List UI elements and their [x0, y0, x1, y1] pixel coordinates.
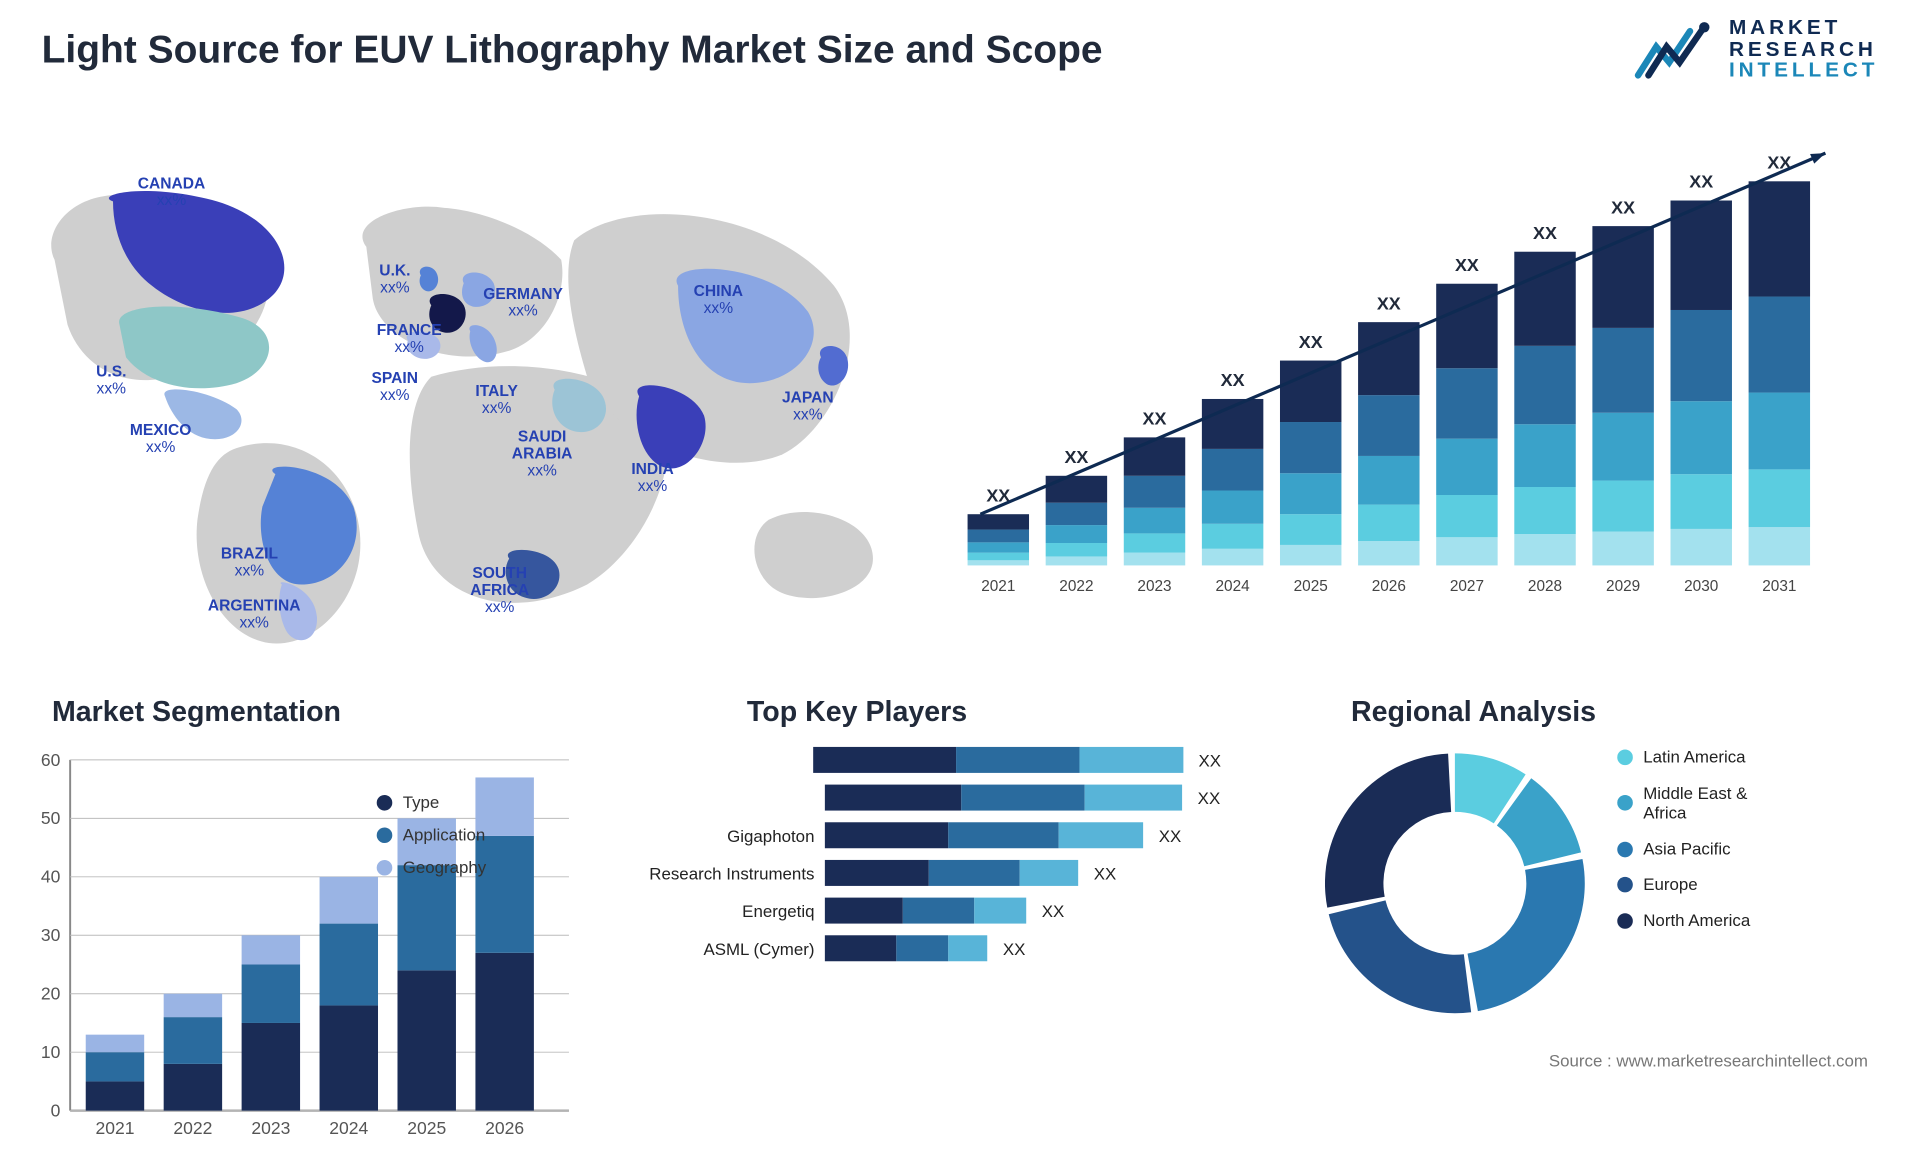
logo-icon [1633, 16, 1716, 86]
logo-line2: RESEARCH [1729, 40, 1878, 62]
growth-chart: XX 2021 XX 2022 XX 2023 XX 2024 XX 2025 XX 2026 XX 20… [955, 143, 1851, 624]
map-label: INDIAxx% [631, 461, 673, 495]
svg-text:2030: 2030 [1684, 578, 1718, 595]
svg-text:2022: 2022 [1059, 578, 1093, 595]
key-players-chart: XXXXGigaphotonXXResearch InstrumentsXXEn… [598, 747, 1222, 1020]
legend-item: Application [377, 825, 487, 844]
key-player-bar [825, 785, 1182, 811]
svg-text:XX: XX [1299, 332, 1323, 352]
key-player-label: Research Instruments [598, 863, 825, 882]
map-label: U.S.xx% [96, 364, 126, 398]
svg-text:2021: 2021 [95, 1118, 134, 1138]
svg-text:2023: 2023 [1137, 578, 1171, 595]
svg-text:2021: 2021 [981, 578, 1015, 595]
key-player-bar [825, 822, 1143, 848]
svg-text:2025: 2025 [407, 1118, 446, 1138]
key-player-label: Energetiq [598, 901, 825, 920]
key-player-value: XX [1199, 750, 1222, 769]
svg-text:2031: 2031 [1762, 578, 1796, 595]
svg-text:2026: 2026 [485, 1118, 524, 1138]
svg-text:2024: 2024 [329, 1118, 368, 1138]
key-player-value: XX [1094, 863, 1117, 882]
key-player-bar [825, 860, 1078, 886]
svg-text:10: 10 [41, 1042, 61, 1062]
page-title: Light Source for EUV Lithography Market … [42, 29, 1103, 73]
svg-text:XX: XX [1143, 409, 1167, 429]
svg-text:2026: 2026 [1372, 578, 1406, 595]
map-label: JAPANxx% [782, 390, 834, 424]
logo-text: MARKET RESEARCH INTELLECT [1729, 18, 1878, 83]
svg-text:40: 40 [41, 867, 61, 887]
svg-text:60: 60 [41, 750, 61, 770]
legend-item: Middle East &Africa [1617, 783, 1750, 824]
key-player-row: ASML (Cymer) XX [598, 935, 1222, 961]
map-label: SPAINxx% [372, 370, 419, 404]
map-label: FRANCExx% [377, 322, 442, 356]
map-label: ARGENTINAxx% [208, 598, 301, 632]
legend-item: North America [1617, 911, 1750, 931]
svg-text:XX: XX [1533, 223, 1557, 243]
map-label: GERMANYxx% [483, 286, 563, 320]
key-player-row: Gigaphoton XX [598, 822, 1222, 848]
regional-legend: Latin America Middle East &Africa Asia Pac… [1617, 747, 1750, 946]
key-player-label: Gigaphoton [598, 826, 825, 845]
map-label: BRAZILxx% [221, 546, 278, 580]
legend-item: Geography [377, 857, 487, 876]
svg-text:20: 20 [41, 984, 61, 1004]
svg-text:XX: XX [1064, 447, 1088, 467]
map-label: U.K.xx% [379, 262, 410, 296]
key-player-value: XX [1159, 826, 1182, 845]
legend-item: Asia Pacific [1617, 839, 1750, 859]
svg-text:2025: 2025 [1294, 578, 1328, 595]
key-player-bar [825, 898, 1026, 924]
map-label: ITALYxx% [475, 383, 517, 417]
svg-text:2029: 2029 [1606, 578, 1640, 595]
key-player-row: XX [598, 785, 1222, 811]
legend-item: Europe [1617, 875, 1750, 895]
key-player-value: XX [1042, 901, 1065, 920]
segmentation-chart: 0102030405060202120222023202420252026 [23, 740, 569, 1019]
map-label: CANADAxx% [138, 175, 206, 209]
svg-text:XX: XX [1455, 255, 1479, 275]
logo-line3: INTELLECT [1729, 62, 1878, 84]
segmentation-legend: Type Application Geography [377, 792, 487, 889]
svg-text:2022: 2022 [173, 1118, 212, 1138]
legend-item: Latin America [1617, 747, 1750, 767]
key-player-row: Research Instruments XX [598, 860, 1222, 886]
key-player-row: Energetiq XX [598, 898, 1222, 924]
key-player-value: XX [1003, 939, 1026, 958]
svg-text:2023: 2023 [251, 1118, 290, 1138]
svg-text:2028: 2028 [1528, 578, 1562, 595]
source-text: Source : www.marketresearchintellect.com [1549, 1051, 1868, 1070]
key-player-bar [813, 747, 1183, 773]
map-label: CHINAxx% [694, 283, 743, 317]
svg-text:2027: 2027 [1450, 578, 1484, 595]
map-label: SOUTHAFRICAxx% [470, 565, 529, 616]
map-label: MEXICOxx% [130, 422, 191, 456]
regional-header: Regional Analysis [1351, 695, 1596, 729]
regional-donut [1312, 740, 1598, 1026]
brand-logo: MARKET RESEARCH INTELLECT [1633, 16, 1879, 86]
key-player-label: ASML (Cymer) [598, 939, 825, 958]
svg-text:XX: XX [1377, 293, 1401, 313]
svg-text:XX: XX [1221, 370, 1245, 390]
segmentation-header: Market Segmentation [52, 695, 341, 729]
svg-text:2024: 2024 [1216, 578, 1251, 595]
svg-text:50: 50 [41, 808, 61, 828]
svg-text:XX: XX [1611, 197, 1635, 217]
key-player-row: XX [598, 747, 1222, 773]
svg-text:0: 0 [51, 1100, 61, 1120]
key-players-header: Top Key Players [747, 695, 967, 729]
key-player-value: XX [1198, 788, 1221, 807]
legend-item: Type [377, 792, 487, 811]
logo-line1: MARKET [1729, 18, 1878, 40]
map-label: SAUDIARABIAxx% [512, 429, 573, 480]
svg-text:XX: XX [1689, 172, 1713, 192]
svg-text:30: 30 [41, 925, 61, 945]
key-player-bar [825, 935, 987, 961]
world-map: CANADAxx% U.S.xx%MEXICOxx% BRAZILxx% ARGENT… [42, 130, 899, 650]
